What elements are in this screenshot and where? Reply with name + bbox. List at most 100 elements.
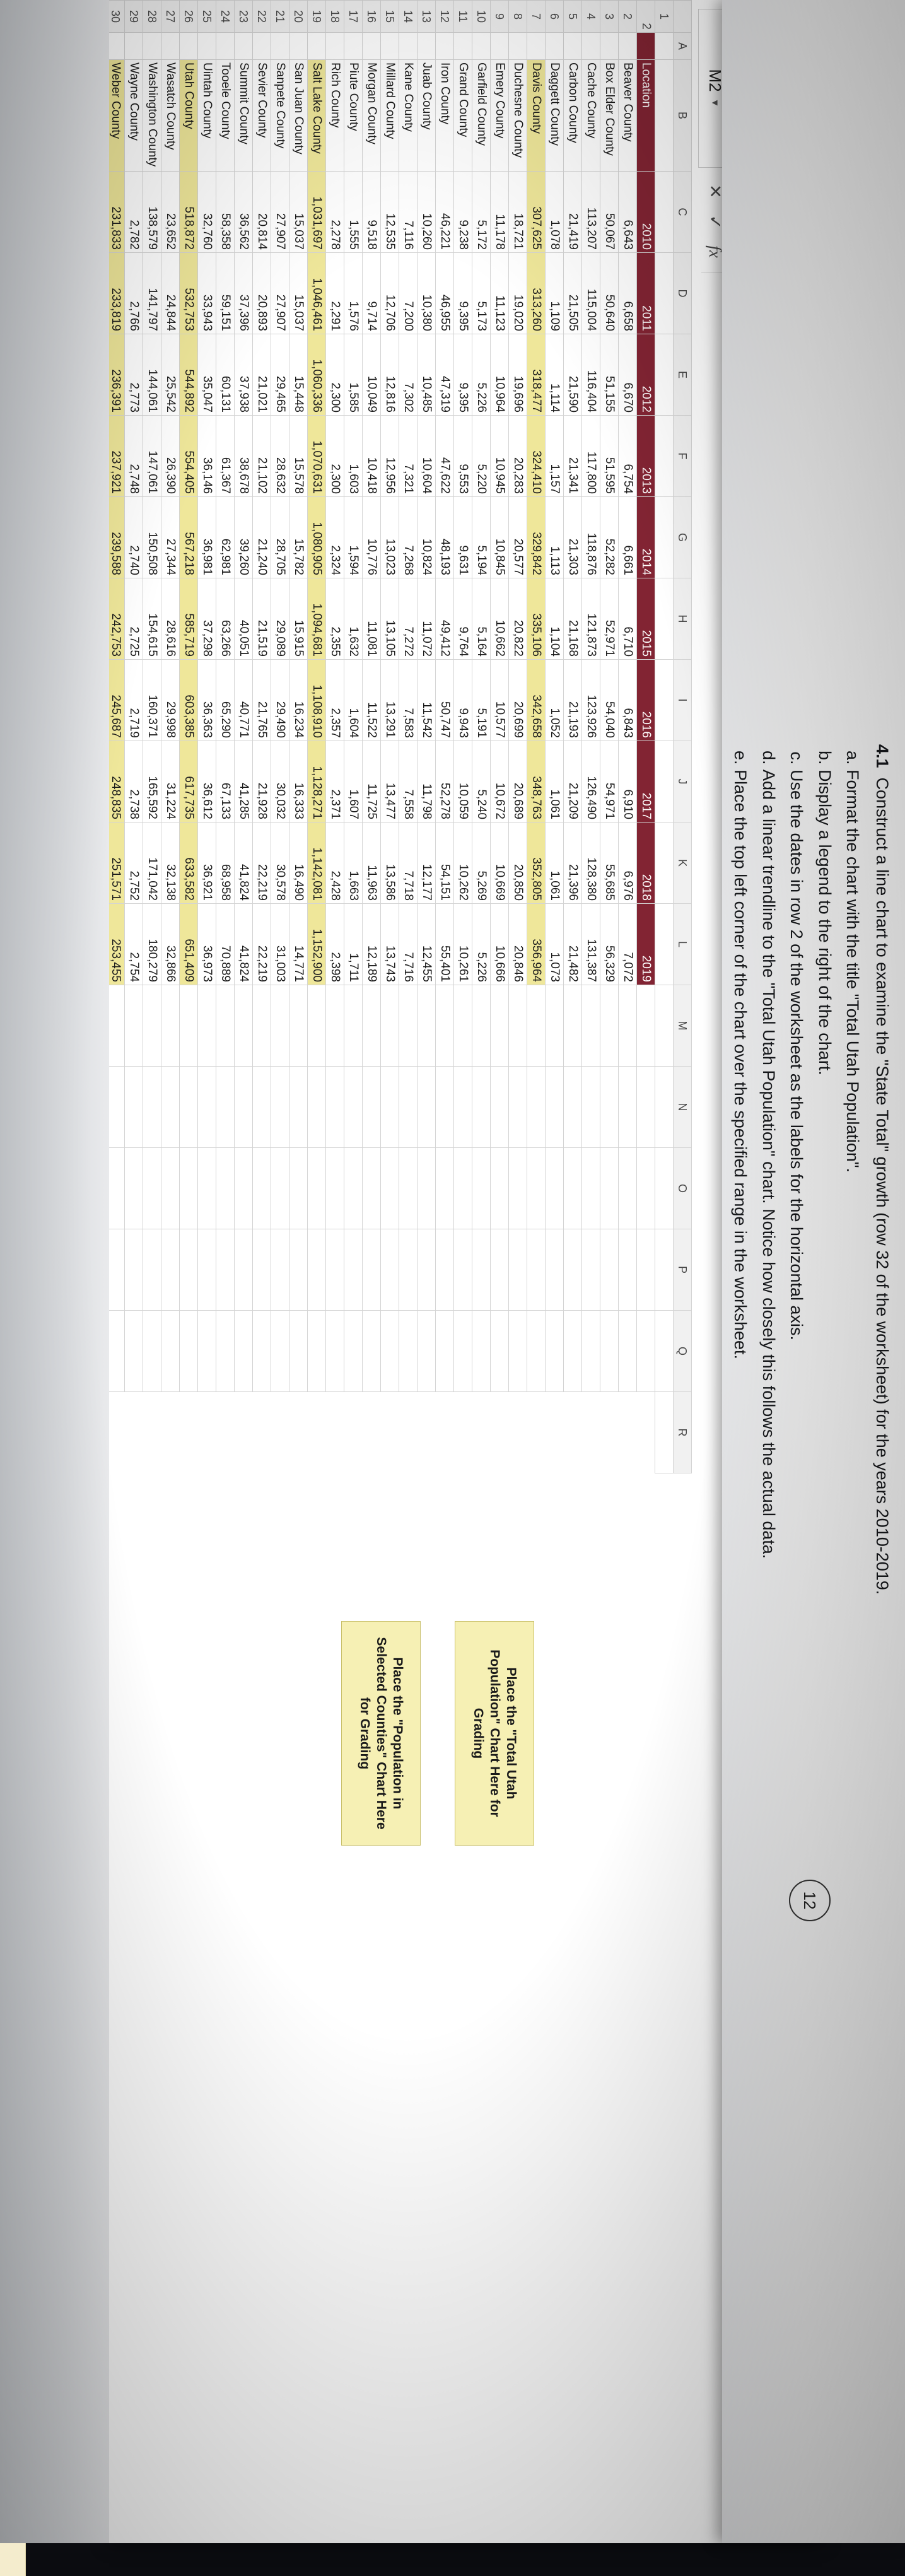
cell-value[interactable]: 1,128,271	[307, 741, 326, 823]
cell-value[interactable]: 11,072	[417, 578, 436, 660]
cell-value[interactable]: 61,367	[216, 415, 235, 497]
column-header-M[interactable]: M	[673, 985, 692, 1067]
cell-location[interactable]: Duchesne County	[508, 59, 527, 172]
cell-value[interactable]: 10,418	[362, 415, 381, 497]
cell-value[interactable]: 544,892	[179, 334, 198, 416]
cell-value[interactable]: 52,971	[600, 578, 619, 660]
cell-value[interactable]: 1,114	[545, 334, 564, 416]
cell[interactable]	[417, 1147, 436, 1229]
cell-value[interactable]: 11,178	[490, 171, 509, 253]
cell-location[interactable]: Kane County	[399, 59, 417, 172]
row-header[interactable]: 27	[161, 0, 180, 33]
row-header[interactable]: 14	[399, 0, 417, 33]
cell-value[interactable]: 47,622	[435, 415, 454, 497]
cell[interactable]	[179, 1310, 198, 1392]
cell-value[interactable]: 554,405	[179, 415, 198, 497]
cell[interactable]	[179, 1147, 198, 1229]
cell-value[interactable]: 1,663	[344, 822, 363, 904]
cell[interactable]	[362, 1229, 381, 1311]
cell-value[interactable]: 16,234	[289, 659, 308, 741]
row-header[interactable]: 7	[527, 0, 546, 33]
cell-value[interactable]: 1,109	[545, 252, 564, 334]
table-row[interactable]: 15 Millard County 12,535 12,706 12,816 12,956…	[380, 0, 399, 1473]
spreadsheet-table[interactable]: A B C D E F G H I J K L M N O	[109, 0, 692, 1473]
cell[interactable]	[618, 1310, 637, 1392]
cell-value[interactable]: 24,844	[161, 252, 180, 334]
cell-value[interactable]: 113,207	[581, 171, 600, 253]
cell[interactable]	[344, 1147, 363, 1229]
cell[interactable]	[655, 822, 674, 904]
cell-value[interactable]: 6,754	[618, 415, 637, 497]
row-header[interactable]: 13	[417, 0, 436, 33]
cell-value[interactable]: 14,771	[289, 903, 308, 985]
cell[interactable]	[399, 32, 417, 60]
cell[interactable]	[179, 1229, 198, 1311]
cell-value[interactable]: 2,748	[124, 415, 143, 497]
cell-value[interactable]: 36,146	[197, 415, 216, 497]
cell-value[interactable]: 20,689	[508, 741, 527, 823]
cell-value[interactable]: 25,542	[161, 334, 180, 416]
cell-value[interactable]: 1,031,697	[307, 171, 326, 253]
cell[interactable]	[655, 1229, 674, 1311]
cell[interactable]	[109, 1066, 125, 1148]
cell-location[interactable]: Uintah County	[197, 59, 216, 172]
cell[interactable]	[435, 32, 454, 60]
row-header[interactable]: 18	[325, 0, 344, 33]
cell-value[interactable]: 518,872	[179, 171, 198, 253]
cell[interactable]	[216, 1229, 235, 1311]
cell[interactable]	[435, 985, 454, 1067]
table-row[interactable]: 3 Box Elder County 50,067 50,640 51,155 51,59…	[600, 0, 619, 1473]
table-row[interactable]: 29 Wayne County 2,782 2,766 2,773 2,748 2,740 2…	[124, 0, 143, 1473]
cell[interactable]	[197, 32, 216, 60]
row-header[interactable]: 15	[380, 0, 399, 33]
row-header[interactable]: 22	[252, 0, 271, 33]
cell-value[interactable]: 5,220	[472, 415, 491, 497]
cell-value[interactable]: 1,052	[545, 659, 564, 741]
cell-value[interactable]: 356,964	[527, 903, 546, 985]
cell-value[interactable]: 20,699	[508, 659, 527, 741]
cell[interactable]	[435, 1229, 454, 1311]
cell[interactable]	[234, 1310, 253, 1392]
cell[interactable]	[655, 985, 674, 1067]
cell-value[interactable]: 1,142,081	[307, 822, 326, 904]
cell-location[interactable]: Emery County	[490, 59, 509, 172]
cell-value[interactable]: 46,955	[435, 252, 454, 334]
cell-value[interactable]: 31,003	[271, 903, 289, 985]
table-row[interactable]: 1	[655, 0, 674, 1473]
column-header-R[interactable]: R	[673, 1391, 692, 1473]
cell-location[interactable]: Morgan County	[362, 59, 381, 172]
cell-value[interactable]: 9,631	[453, 496, 472, 578]
table-row[interactable]: 2 Beaver County 6,643 6,658 6,670 6,754 6,661 6…	[618, 0, 637, 1473]
cell-value[interactable]: 46,221	[435, 171, 454, 253]
cell-value[interactable]: 11,963	[362, 822, 381, 904]
cell-value[interactable]: 20,283	[508, 415, 527, 497]
cell[interactable]	[289, 1066, 308, 1148]
cell-value[interactable]: 1,104	[545, 578, 564, 660]
cell-value[interactable]: 1,711	[344, 903, 363, 985]
cell-value[interactable]: 29,490	[271, 659, 289, 741]
table-row[interactable]: 19 Salt Lake County 1,031,697 1,046,461 1,06…	[307, 0, 326, 1473]
table-row[interactable]: 6 Daggett County 1,078 1,109 1,114 1,157 1,113…	[545, 0, 564, 1473]
cell[interactable]	[380, 1229, 399, 1311]
cell[interactable]	[271, 1066, 289, 1148]
cell[interactable]	[636, 1147, 655, 1229]
cell-value[interactable]: 21,303	[563, 496, 582, 578]
cell[interactable]	[179, 32, 198, 60]
cell-value[interactable]: 9,714	[362, 252, 381, 334]
cell[interactable]	[143, 32, 161, 60]
cell-location[interactable]: Iron County	[435, 59, 454, 172]
cell[interactable]	[636, 1229, 655, 1311]
cell-value[interactable]: 150,508	[143, 496, 161, 578]
cell[interactable]	[472, 1310, 491, 1392]
row-header[interactable]: 4	[581, 0, 600, 33]
cell-value[interactable]: 18,721	[508, 171, 527, 253]
cell-value[interactable]: 9,395	[453, 334, 472, 416]
cell-value[interactable]: 55,685	[600, 822, 619, 904]
cell-value[interactable]: 32,866	[161, 903, 180, 985]
cell[interactable]	[600, 1066, 619, 1148]
cell-value[interactable]: 51,155	[600, 334, 619, 416]
column-header-L[interactable]: L	[673, 903, 692, 985]
cell-value[interactable]: 54,040	[600, 659, 619, 741]
cell-value[interactable]: 7,716	[399, 903, 417, 985]
cell-value[interactable]: 2,752	[124, 822, 143, 904]
